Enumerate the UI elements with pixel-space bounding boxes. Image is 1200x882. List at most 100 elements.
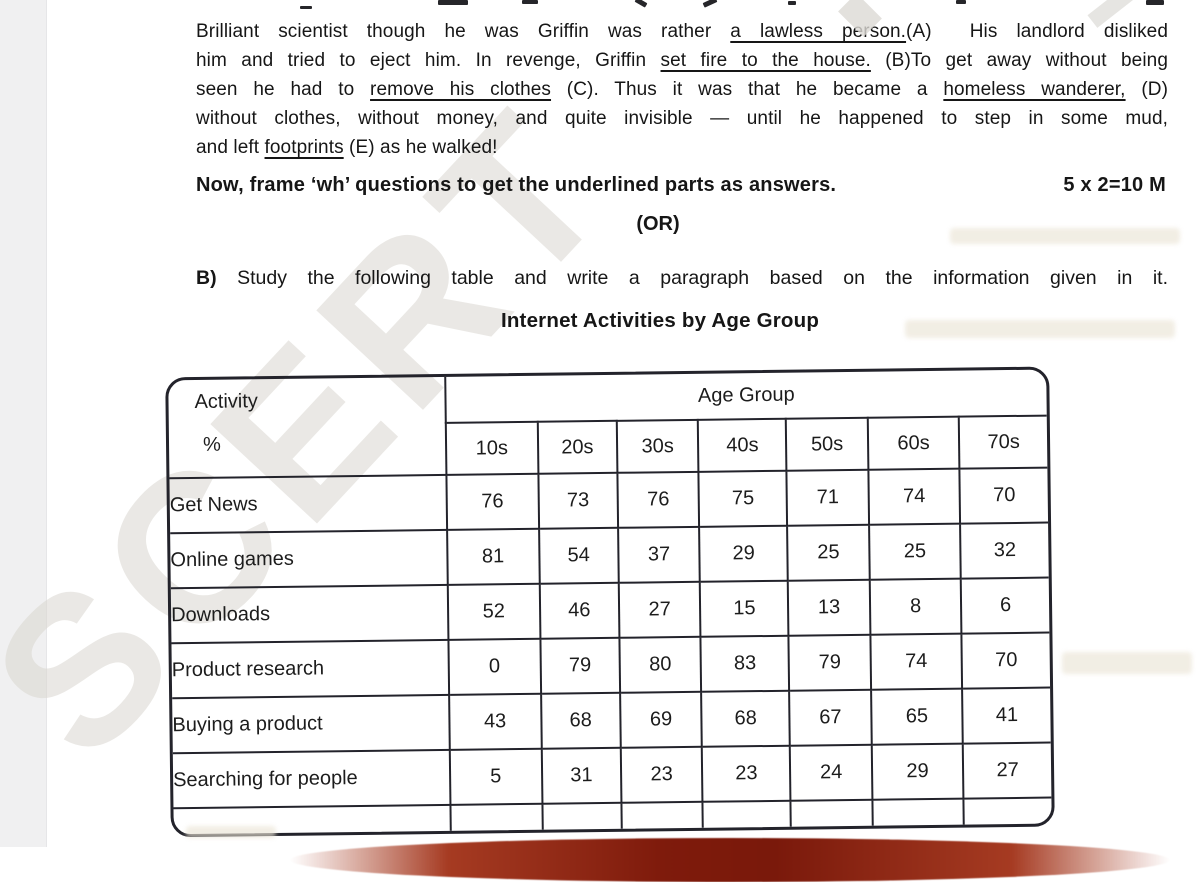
activity-cell: Product research: [171, 639, 449, 699]
instruction-text: Now, frame ‘wh’ questions to get the und…: [196, 174, 837, 196]
cutoff-glyph-fragment: [1146, 0, 1164, 5]
value-cell: 37: [617, 526, 701, 583]
value-cell: 68: [701, 690, 790, 747]
cutoff-glyph-fragment: [300, 6, 312, 9]
text-segment: (C). Thus it was that he became a: [551, 79, 944, 100]
value-cell: 79: [788, 634, 871, 691]
scanned-page: Brilliant scientist though he was Griffi…: [165, 0, 1192, 882]
value-cell: 24: [789, 744, 873, 801]
value-cell: 27: [962, 742, 1052, 799]
text-segment: Brilliant scientist though he was Griffi…: [196, 21, 731, 42]
value-cell: 13: [787, 579, 871, 636]
underlined-phrase: a lawless person.: [730, 21, 907, 42]
section-b-label: B): [196, 267, 217, 289]
text-segment: him and tried to eject him. In revenge, …: [196, 50, 661, 71]
value-cell: 74: [870, 633, 963, 690]
value-cell: 31: [541, 747, 622, 804]
bleedthrough-mark: [186, 826, 276, 838]
value-cell: 70: [959, 467, 1049, 524]
table-title: Internet Activities by Age Group: [500, 309, 820, 332]
value-cell: 0: [448, 638, 541, 695]
value-cell: 83: [700, 635, 790, 692]
cutoff-glyph-fragment: [702, 0, 718, 8]
value-cell: 76: [446, 473, 539, 530]
value-cell: 41: [962, 687, 1051, 744]
header-age-column: 10s: [445, 421, 539, 475]
filler-cell: [964, 798, 1052, 825]
bleedthrough-mark: [1062, 652, 1192, 674]
activities-table: Activity% Age Group 10s 20s 30s 40s 50s 60s 70s G…: [165, 366, 1055, 838]
or-divider: (OR): [636, 213, 680, 235]
value-cell: 65: [870, 688, 963, 745]
underlined-phrase: remove his clothes: [370, 79, 552, 100]
bleedthrough-mark: [905, 320, 1175, 338]
header-activity-label: Activity: [194, 390, 258, 413]
value-cell: 71: [786, 469, 869, 526]
activity-cell: Get News: [169, 474, 447, 534]
paragraph-line: and left footprints (E) as he walked!: [196, 133, 1168, 162]
text-segment: and left: [196, 137, 265, 158]
value-cell: 67: [789, 689, 872, 746]
underlined-phrase: homeless wanderer,: [943, 79, 1126, 100]
value-cell: 23: [702, 745, 791, 802]
activity-cell: Buying a product: [172, 694, 450, 754]
value-cell: 68: [540, 692, 621, 749]
header-percent-label: %: [202, 433, 221, 456]
value-cell: 23: [620, 746, 703, 803]
filler-cell: [621, 801, 704, 829]
value-cell: 52: [447, 583, 541, 640]
value-cell: 6: [960, 577, 1050, 634]
filler-cell: [872, 798, 964, 826]
text-segment: (E) as he walked!: [343, 137, 498, 158]
marks-label: 5 x 2=10 M: [1063, 174, 1166, 196]
cutoff-glyph-fragment: [522, 0, 538, 4]
section-b-line: B) Study the following table and write a…: [196, 267, 1168, 290]
header-age-column: 40s: [698, 418, 787, 472]
value-cell: 81: [446, 528, 540, 585]
paragraph: Brilliant scientist though he was Griffi…: [196, 17, 1168, 162]
header-age-column: 30s: [616, 419, 699, 473]
header-activity-cell: Activity%: [168, 376, 447, 479]
value-cell: 54: [538, 527, 619, 584]
cutoff-glyph-fragment: [788, 1, 796, 5]
value-cell: 75: [698, 470, 788, 527]
value-cell: 27: [618, 581, 701, 638]
filler-cell: [790, 799, 873, 827]
value-cell: 76: [617, 471, 700, 528]
value-cell: 8: [869, 578, 962, 635]
paragraph-line: without clothes, without money, and quit…: [196, 104, 1168, 133]
value-cell: 43: [448, 693, 542, 750]
paragraph-line: Brilliant scientist though he was Griffi…: [196, 17, 1168, 46]
paragraph-line: him and tried to eject him. In revenge, …: [196, 46, 1168, 75]
value-cell: 80: [619, 636, 702, 693]
header-age-column: 50s: [785, 417, 869, 471]
activity-cell: Online games: [170, 529, 448, 589]
cutoff-glyph-fragment: [634, 0, 648, 8]
text-segment: without clothes, without money, and quit…: [196, 108, 1168, 129]
scan-left-edge: [0, 0, 47, 847]
header-age-group-cell: Age Group: [444, 369, 1047, 423]
cutoff-glyph-fragment: [956, 0, 966, 4]
bleedthrough-mark: [950, 228, 1180, 244]
value-cell: 29: [871, 743, 964, 800]
paragraph-line: seen he had to remove his clothes (C). T…: [196, 75, 1168, 104]
value-cell: 5: [449, 748, 543, 805]
value-cell: 69: [619, 691, 703, 748]
value-cell: 70: [961, 632, 1051, 689]
filler-cell: [542, 802, 622, 830]
activity-cell: Downloads: [170, 584, 449, 644]
section-b-text: Study the following table and write a pa…: [237, 267, 1168, 289]
value-cell: 32: [960, 522, 1049, 579]
text-segment: (A) His landlord disliked: [906, 21, 1169, 42]
value-cell: 73: [538, 472, 618, 529]
value-cell: 15: [700, 580, 789, 637]
header-age-column: 20s: [537, 420, 618, 474]
filler-cell: [450, 803, 543, 831]
underlined-phrase: footprints: [264, 137, 344, 158]
text-segment: seen he had to: [196, 79, 371, 100]
text-segment: (B)To get away without being: [870, 50, 1168, 71]
instruction-line: Now, frame ‘wh’ questions to get the und…: [196, 174, 1166, 197]
red-stamp-arc: [290, 838, 1170, 882]
underlined-phrase: set fire to the house.: [660, 50, 871, 71]
header-age-column: 60s: [867, 416, 960, 470]
